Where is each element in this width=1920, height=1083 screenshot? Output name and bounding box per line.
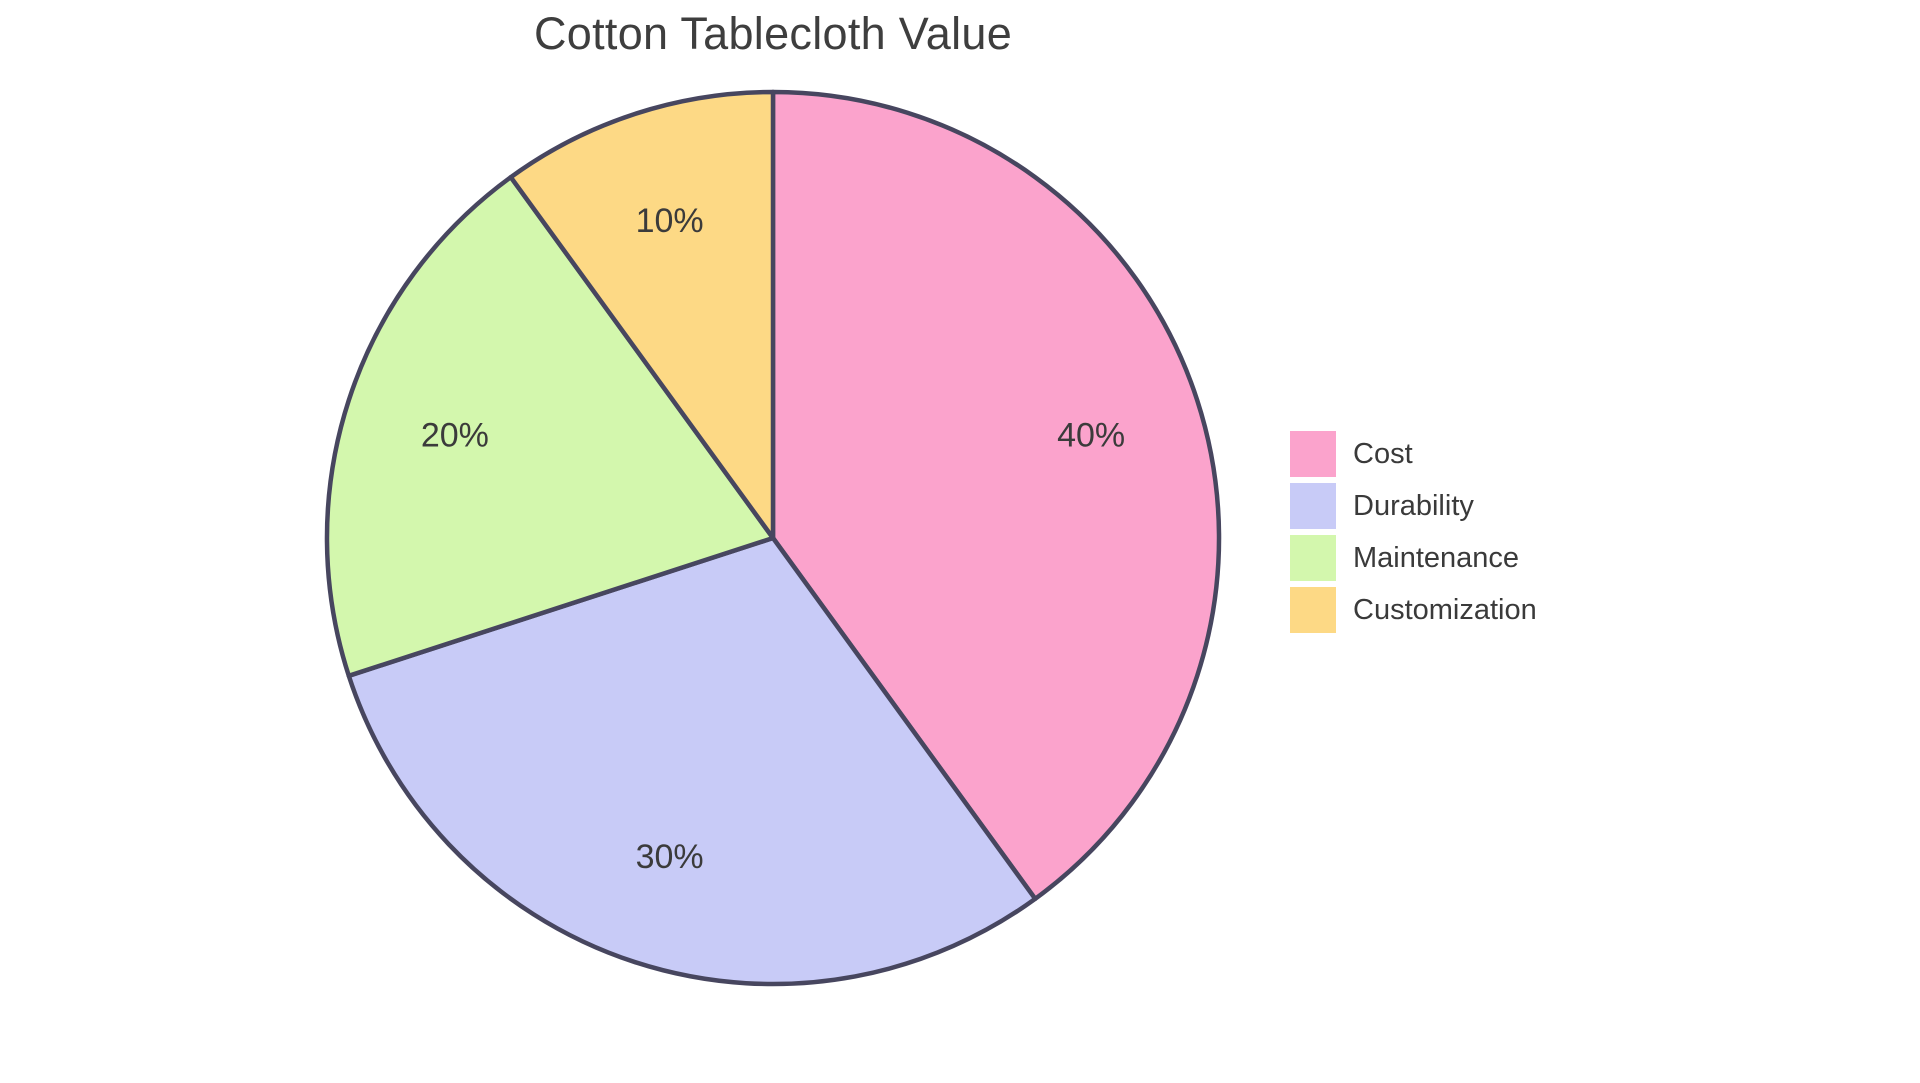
legend-swatch-durability [1290, 483, 1336, 529]
legend-swatch-cost [1290, 431, 1336, 477]
slice-label-customization: 10% [636, 202, 704, 240]
legend-item-durability[interactable]: Durability [1290, 483, 1537, 529]
legend-item-maintenance[interactable]: Maintenance [1290, 535, 1537, 581]
pie-slice-maintenance[interactable] [324, 174, 776, 679]
legend-swatch-maintenance [1290, 535, 1336, 581]
legend-label-durability: Durability [1353, 489, 1474, 522]
legend-item-customization[interactable]: Customization [1290, 587, 1537, 633]
legend-swatch-customization [1290, 587, 1336, 633]
legend-label-customization: Customization [1353, 593, 1537, 626]
pie-slice-cost[interactable] [770, 89, 1222, 902]
chart-title: Cotton Tablecloth Value [533, 8, 1013, 59]
legend: Cost Durability Maintenance Customization [1290, 431, 1537, 639]
legend-label-cost: Cost [1353, 437, 1413, 470]
slice-label-maintenance: 20% [421, 417, 489, 455]
pie-slice-durability[interactable] [346, 535, 1038, 987]
pie-slice-customization[interactable] [508, 89, 776, 541]
slice-label-cost: 40% [1057, 417, 1125, 455]
legend-item-cost[interactable]: Cost [1290, 431, 1537, 477]
slice-label-durability: 30% [636, 838, 704, 876]
legend-label-maintenance: Maintenance [1353, 541, 1520, 574]
